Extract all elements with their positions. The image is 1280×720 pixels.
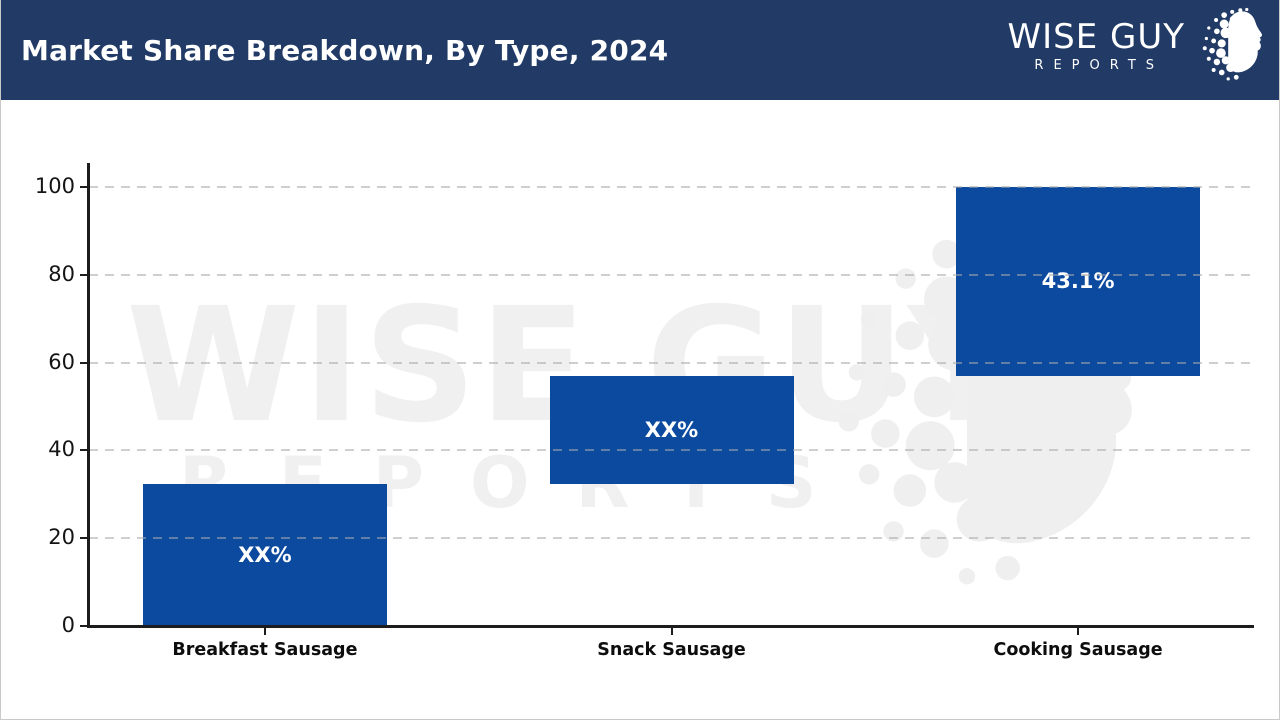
x-tick (670, 628, 673, 635)
y-tick-label: 100 (34, 174, 75, 198)
x-category-label: Snack Sausage (597, 640, 746, 660)
y-tick-label: 20 (48, 525, 75, 550)
y-tick-label: 40 (48, 437, 75, 462)
y-tick (80, 273, 89, 276)
y-tick (80, 186, 89, 188)
bar-value-label: XX% (644, 417, 699, 442)
x-tick (1077, 628, 1080, 635)
logo-subtitle: REPORTS (1034, 57, 1165, 73)
y-tick-label: 0 (61, 613, 75, 637)
wiseguy-face-icon (1202, 7, 1262, 81)
y-tick (80, 625, 89, 627)
bar-cooking-sausage: 43.1% (956, 186, 1201, 376)
gridline-20 (89, 537, 1254, 540)
gridline-80 (89, 273, 1254, 276)
x-category-label: Breakfast Sausage (172, 640, 358, 660)
y-tick (80, 361, 89, 364)
x-tick (263, 628, 266, 635)
chart-title: Market Share Breakdown, By Type, 2024 (21, 33, 669, 67)
bar-value-label: 43.1% (1041, 269, 1115, 294)
wiseguy-logo: WISE GUY REPORTS (1007, 6, 1271, 84)
y-tick-label: 80 (48, 261, 75, 286)
bar-snack-sausage: XX% (549, 375, 794, 484)
bar-value-label: XX% (238, 542, 292, 567)
y-tick-label: 60 (48, 349, 75, 374)
bar-breakfast-sausage: XX% (142, 483, 387, 626)
header: Market Share Breakdown, By Type, 2024 WI… (1, 0, 1279, 100)
y-tick (80, 537, 89, 540)
logo-text: WISE GUY REPORTS (1007, 18, 1185, 73)
gridline-60 (89, 361, 1254, 364)
x-category-label: Cooking Sausage (993, 640, 1163, 660)
gridline-40 (89, 449, 1254, 452)
y-tick (80, 449, 89, 452)
x-axis-line (89, 625, 1254, 628)
gridline-100 (89, 186, 1254, 188)
logo-wordmark: WISE GUY (1007, 16, 1185, 57)
y-axis-line (87, 163, 90, 628)
